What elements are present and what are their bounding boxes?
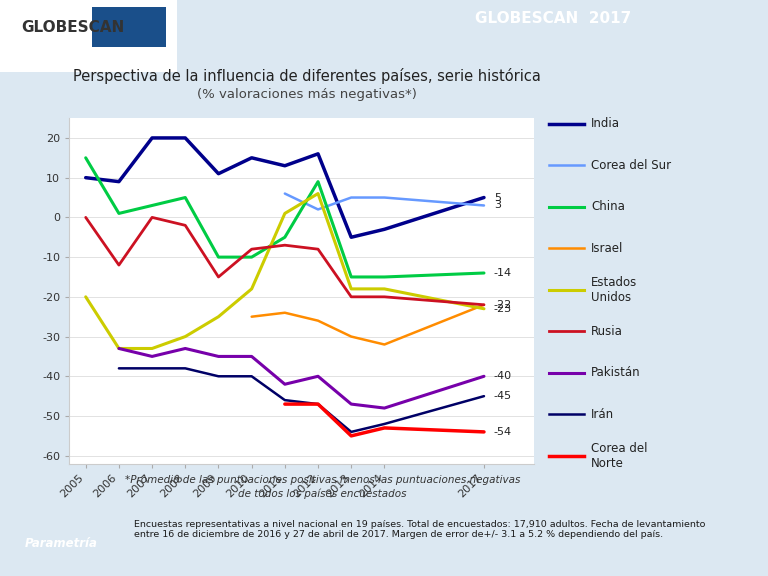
Text: Perspectiva de la influencia de diferentes países, serie histórica: Perspectiva de la influencia de diferent… (73, 67, 541, 84)
Text: -45: -45 (494, 391, 512, 401)
Text: *Promedio de las puntuaciones positivas menos las puntuaciones negativas: *Promedio de las puntuaciones positivas … (125, 475, 520, 485)
Text: Pakistán: Pakistán (591, 366, 641, 379)
Text: GLOBESCAN  2017: GLOBESCAN 2017 (475, 11, 631, 26)
Text: Rusia: Rusia (591, 325, 624, 338)
Text: 5: 5 (494, 192, 501, 203)
Text: -22: -22 (494, 300, 512, 310)
Text: Estados
Unidos: Estados Unidos (591, 276, 637, 304)
Text: Corea del
Norte: Corea del Norte (591, 442, 648, 469)
Text: Israel: Israel (591, 242, 624, 255)
Text: -14: -14 (494, 268, 512, 278)
Text: Parametría: Parametría (25, 537, 98, 550)
Text: -23: -23 (494, 304, 512, 314)
Text: -54: -54 (494, 427, 512, 437)
Text: India: India (591, 118, 621, 130)
Text: Encuestas representativas a nivel nacional en 19 países. Total de encuestados: 1: Encuestas representativas a nivel nacion… (134, 520, 706, 539)
Text: Irán: Irán (591, 408, 614, 420)
Bar (92, 7, 166, 47)
Text: (% valoraciones más negativas*): (% valoraciones más negativas*) (197, 88, 417, 101)
Text: de todos los países encuestados: de todos los países encuestados (238, 488, 407, 499)
Text: 3: 3 (494, 200, 501, 210)
Text: GLOBESCAN: GLOBESCAN (22, 20, 124, 35)
Text: China: China (591, 200, 625, 213)
Text: Corea del Sur: Corea del Sur (591, 159, 671, 172)
Text: -40: -40 (494, 372, 512, 381)
